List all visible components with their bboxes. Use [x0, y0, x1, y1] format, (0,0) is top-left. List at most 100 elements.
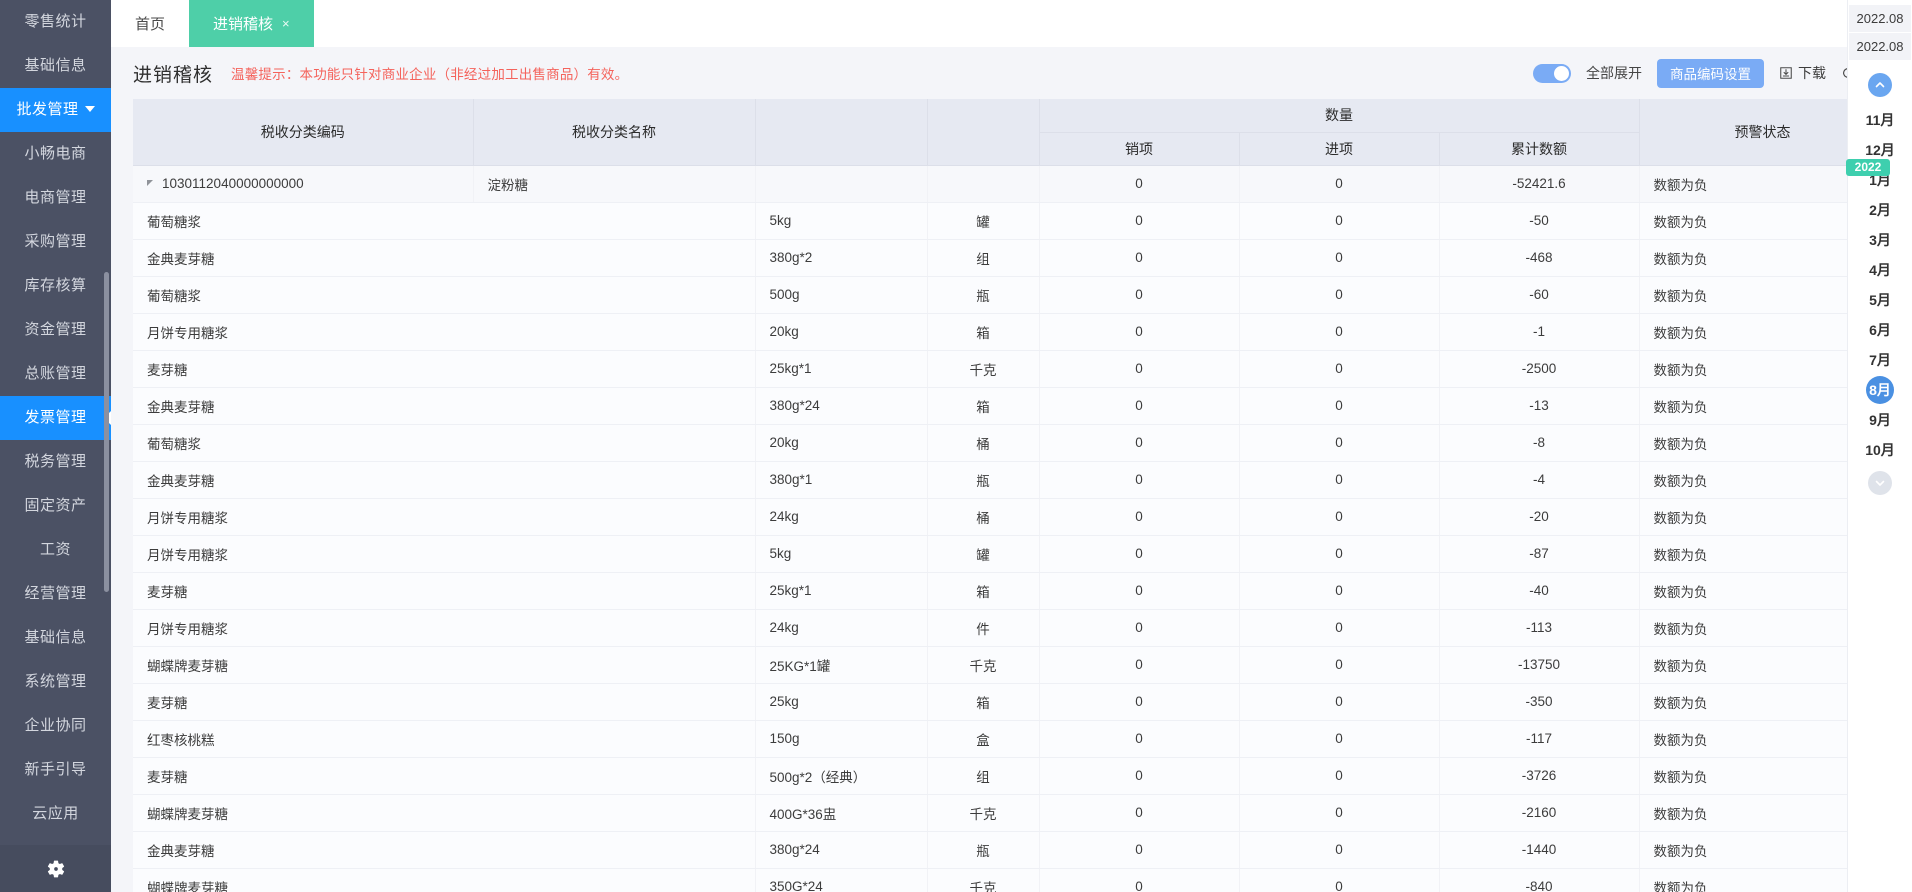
table-row[interactable]: 麦芽糖 500g*2（经典）组 0 0 -3726 数额为负 [133, 757, 1887, 795]
sidebar-item-label: 云应用 [32, 805, 79, 822]
sidebar-scroll-area[interactable]: 零售统计 基础信息 批发管理 小畅电商 电商管理 采购管理 库存核算 资金管理 总账管理 发票管理… [0, 0, 111, 845]
cell-name: 金典麦芽糖 [133, 387, 756, 425]
month-item-1[interactable]: 12月 [1848, 135, 1912, 165]
th-code[interactable]: 税收分类编码 [133, 99, 474, 166]
sidebar-item-16[interactable]: 企业协同 [0, 704, 111, 748]
product-code-settings-button[interactable]: 商品编码设置 [1657, 58, 1764, 88]
table-row[interactable]: 葡萄糖浆 5kg 罐 0 0 -50 数额为负 [133, 202, 1887, 240]
cell-sales: 0 [1039, 720, 1240, 758]
month-item-8[interactable]: 7月 [1848, 345, 1912, 375]
month-scroll-down-icon[interactable] [1868, 471, 1892, 495]
table-scroll-container[interactable]: 税收分类编码 税收分类名称 数量 预警状态 销项 进项 累计数额 [133, 99, 1890, 892]
cell-name: 蝴蝶牌麦芽糖 [133, 868, 756, 892]
sidebar-item-0[interactable]: 零售统计 [0, 0, 111, 44]
table-row[interactable]: 金典麦芽糖 380g*1 瓶 0 0 -4 数额为负 [133, 461, 1887, 499]
sidebar-item-3[interactable]: 小畅电商 [0, 132, 111, 176]
table-row[interactable]: 金典麦芽糖 380g*24 箱 0 0 -13 数额为负 [133, 387, 1887, 425]
month-item-5[interactable]: 4月 [1848, 255, 1912, 285]
cell-spec: 24kg [755, 609, 928, 647]
expand-triangle-icon[interactable] [147, 180, 153, 186]
sidebar-item-9[interactable]: 发票管理 [0, 396, 111, 440]
th-name[interactable]: 税收分类名称 [473, 99, 756, 166]
date-field-start[interactable]: 2022.08 [1849, 5, 1911, 33]
month-label: 10月 [1865, 442, 1895, 458]
cell-cumulative: -4 [1439, 461, 1640, 499]
table-group-row[interactable]: 1030112040000000000 淀粉糖 0 0 -52421.6 数额为负 [133, 165, 1887, 203]
table-row[interactable]: 蝴蝶牌麦芽糖 350G*24 千克 0 0 -840 数额为负 [133, 868, 1887, 892]
cell-purchase: 0 [1239, 868, 1440, 892]
cell-unit: 罐 [927, 202, 1040, 240]
cell-sales: 0 [1039, 498, 1240, 536]
table-row[interactable]: 葡萄糖浆 20kg 桶 0 0 -8 数额为负 [133, 424, 1887, 462]
sidebar-scrollbar[interactable] [104, 272, 109, 592]
cell-name: 麦芽糖 [133, 757, 756, 795]
month-item-10[interactable]: 9月 [1848, 405, 1912, 435]
month-item-2[interactable]: 1月 [1848, 165, 1912, 195]
th-status[interactable]: 预警状态 [1639, 99, 1887, 166]
cell-spec: 380g*2 [755, 239, 928, 277]
sidebar-item-5[interactable]: 采购管理 [0, 220, 111, 264]
th-spec[interactable] [755, 99, 928, 166]
th-cumulative[interactable]: 累计数额 [1439, 132, 1640, 166]
cell-spec: 20kg [755, 313, 928, 351]
table-row[interactable]: 月饼专用糖浆 24kg 件 0 0 -113 数额为负 [133, 609, 1887, 647]
sidebar-item-14[interactable]: 基础信息 [0, 616, 111, 660]
table-row[interactable]: 葡萄糖浆 500g 瓶 0 0 -60 数额为负 [133, 276, 1887, 314]
sidebar-item-8[interactable]: 总账管理 [0, 352, 111, 396]
table-row[interactable]: 蝴蝶牌麦芽糖 400G*36盅 千克 0 0 -2160 数额为负 [133, 794, 1887, 832]
expand-all-toggle[interactable] [1533, 63, 1571, 83]
table-row[interactable]: 麦芽糖 25kg 箱 0 0 -350 数额为负 [133, 683, 1887, 721]
sidebar: 零售统计 基础信息 批发管理 小畅电商 电商管理 采购管理 库存核算 资金管理 总账管理 发票管理… [0, 0, 111, 892]
month-scroll-up-icon[interactable] [1868, 73, 1892, 97]
table-row[interactable]: 月饼专用糖浆 20kg 箱 0 0 -1 数额为负 [133, 313, 1887, 351]
sidebar-item-11[interactable]: 固定资产 [0, 484, 111, 528]
month-item-7[interactable]: 6月 [1848, 315, 1912, 345]
th-purchase[interactable]: 进项 [1239, 132, 1440, 166]
status-badge: 数额为负 [1639, 461, 1887, 499]
table-row[interactable]: 蝴蝶牌麦芽糖 25KG*1罐 千克 0 0 -13750 数额为负 [133, 646, 1887, 684]
download-button[interactable]: 下载 [1779, 63, 1826, 83]
month-item-0[interactable]: 11月 [1848, 105, 1912, 135]
sidebar-item-10[interactable]: 税务管理 [0, 440, 111, 484]
table-row[interactable]: 麦芽糖 25kg*1 箱 0 0 -40 数额为负 [133, 572, 1887, 610]
sidebar-item-4[interactable]: 电商管理 [0, 176, 111, 220]
month-label: 1月 [1869, 172, 1891, 188]
cell-unit: 罐 [927, 535, 1040, 573]
tab-close-icon[interactable]: × [282, 16, 290, 31]
table-row[interactable]: 红枣核桃糕 150g 盒 0 0 -117 数额为负 [133, 720, 1887, 758]
sidebar-item-2[interactable]: 批发管理 [0, 88, 111, 132]
tab-1[interactable]: 进销稽核 × [189, 0, 314, 47]
month-item-3[interactable]: 2月 [1848, 195, 1912, 225]
table-row[interactable]: 麦芽糖 25kg*1 千克 0 0 -2500 数额为负 [133, 350, 1887, 388]
month-label: 12月 [1865, 142, 1895, 158]
table-row[interactable]: 月饼专用糖浆 24kg 桶 0 0 -20 数额为负 [133, 498, 1887, 536]
sidebar-item-13[interactable]: 经营管理 [0, 572, 111, 616]
month-item-11[interactable]: 10月 [1848, 435, 1912, 465]
date-field-end[interactable]: 2022.08 [1849, 33, 1911, 61]
sidebar-item-15[interactable]: 系统管理 [0, 660, 111, 704]
month-list: 11月 12月 2022 1月 2月 3月 4月 5月 6月 7月 8月 9月 10月 [1846, 61, 1912, 495]
month-item-9[interactable]: 8月 [1848, 375, 1912, 405]
sidebar-item-17[interactable]: 新手引导 [0, 748, 111, 792]
sidebar-item-1[interactable]: 基础信息 [0, 44, 111, 88]
sidebar-settings-button[interactable] [0, 845, 111, 892]
sidebar-item-7[interactable]: 资金管理 [0, 308, 111, 352]
cell-sales: 0 [1039, 831, 1240, 869]
th-unit[interactable] [927, 99, 1040, 166]
sidebar-item-12[interactable]: 工资 [0, 528, 111, 572]
table-row[interactable]: 金典麦芽糖 380g*24 瓶 0 0 -1440 数额为负 [133, 831, 1887, 869]
cell-name: 月饼专用糖浆 [133, 535, 756, 573]
table-row[interactable]: 金典麦芽糖 380g*2 组 0 0 -468 数额为负 [133, 239, 1887, 277]
sidebar-item-6[interactable]: 库存核算 [0, 264, 111, 308]
status-badge: 数额为负 [1639, 720, 1887, 758]
th-sales[interactable]: 销项 [1039, 132, 1240, 166]
table-row[interactable]: 月饼专用糖浆 5kg 罐 0 0 -87 数额为负 [133, 535, 1887, 573]
cell-unit: 桶 [927, 424, 1040, 462]
month-item-4[interactable]: 3月 [1848, 225, 1912, 255]
month-item-6[interactable]: 5月 [1848, 285, 1912, 315]
tab-0[interactable]: 首页 [111, 0, 189, 47]
cell-unit: 瓶 [927, 461, 1040, 499]
cell-sales: 0 [1039, 535, 1240, 573]
sidebar-item-18[interactable]: 云应用 [0, 792, 111, 836]
